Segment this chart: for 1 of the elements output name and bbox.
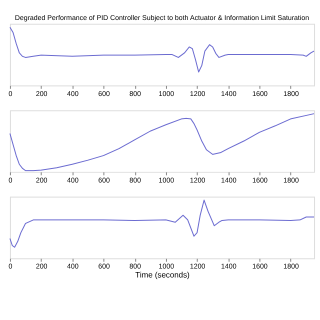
x-axis-title: Time (seconds) [135, 270, 190, 280]
